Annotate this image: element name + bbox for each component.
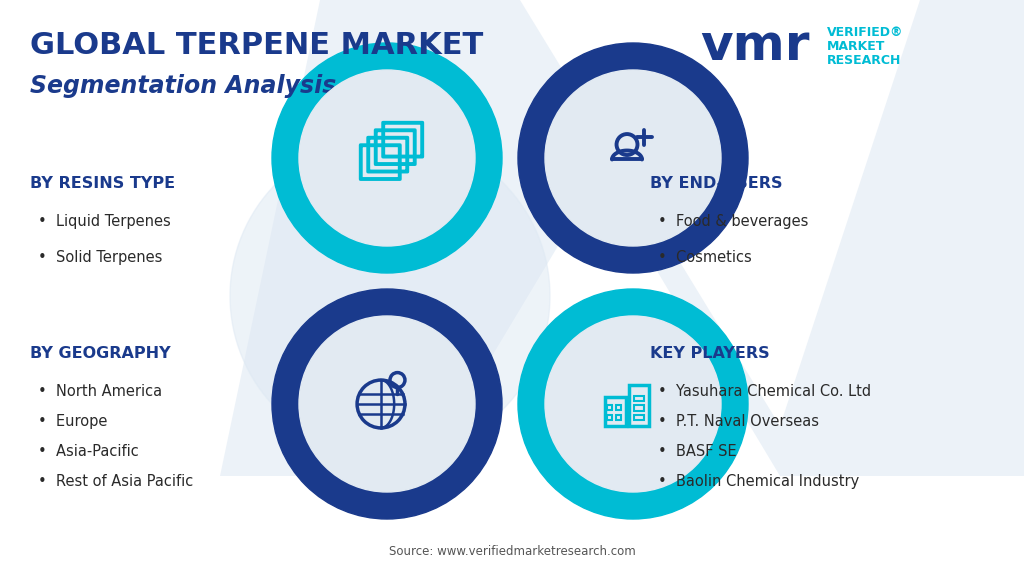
Circle shape <box>545 316 721 492</box>
Circle shape <box>299 316 475 492</box>
Text: Segmentation Analysis: Segmentation Analysis <box>30 74 336 98</box>
Text: MARKET: MARKET <box>827 40 886 52</box>
Text: VERIFIED®: VERIFIED® <box>827 25 903 39</box>
Circle shape <box>299 70 475 246</box>
Circle shape <box>518 289 748 519</box>
Text: BY END-USERS: BY END-USERS <box>650 176 782 191</box>
Text: •  BASF SE: • BASF SE <box>658 444 736 459</box>
Text: •  P.T. Naval Overseas: • P.T. Naval Overseas <box>658 414 819 429</box>
Text: •  Asia-Pacific: • Asia-Pacific <box>38 444 138 459</box>
Circle shape <box>545 70 721 246</box>
Circle shape <box>272 43 502 273</box>
Text: •  Europe: • Europe <box>38 414 108 429</box>
Text: vmr: vmr <box>700 22 810 70</box>
Text: GLOBAL TERPENE MARKET: GLOBAL TERPENE MARKET <box>30 32 483 60</box>
Text: •  Yasuhara Chemical Co. Ltd: • Yasuhara Chemical Co. Ltd <box>658 384 871 399</box>
Text: •  Solid Terpenes: • Solid Terpenes <box>38 250 163 265</box>
Text: •  Food & beverages: • Food & beverages <box>658 214 808 229</box>
Polygon shape <box>220 0 1024 476</box>
Text: •  North America: • North America <box>38 384 162 399</box>
Text: Source: www.verifiedmarketresearch.com: Source: www.verifiedmarketresearch.com <box>389 545 635 558</box>
Text: •  Cosmetics: • Cosmetics <box>658 250 752 265</box>
Circle shape <box>272 289 502 519</box>
Text: BY RESINS TYPE: BY RESINS TYPE <box>30 176 175 191</box>
Circle shape <box>518 43 748 273</box>
Text: BY GEOGRAPHY: BY GEOGRAPHY <box>30 346 171 361</box>
Text: •  Liquid Terpenes: • Liquid Terpenes <box>38 214 171 229</box>
Text: RESEARCH: RESEARCH <box>827 54 901 66</box>
Text: •  Rest of Asia Pacific: • Rest of Asia Pacific <box>38 474 194 489</box>
Circle shape <box>230 136 550 456</box>
Text: •  Baolin Chemical Industry: • Baolin Chemical Industry <box>658 474 859 489</box>
Text: KEY PLAYERS: KEY PLAYERS <box>650 346 770 361</box>
